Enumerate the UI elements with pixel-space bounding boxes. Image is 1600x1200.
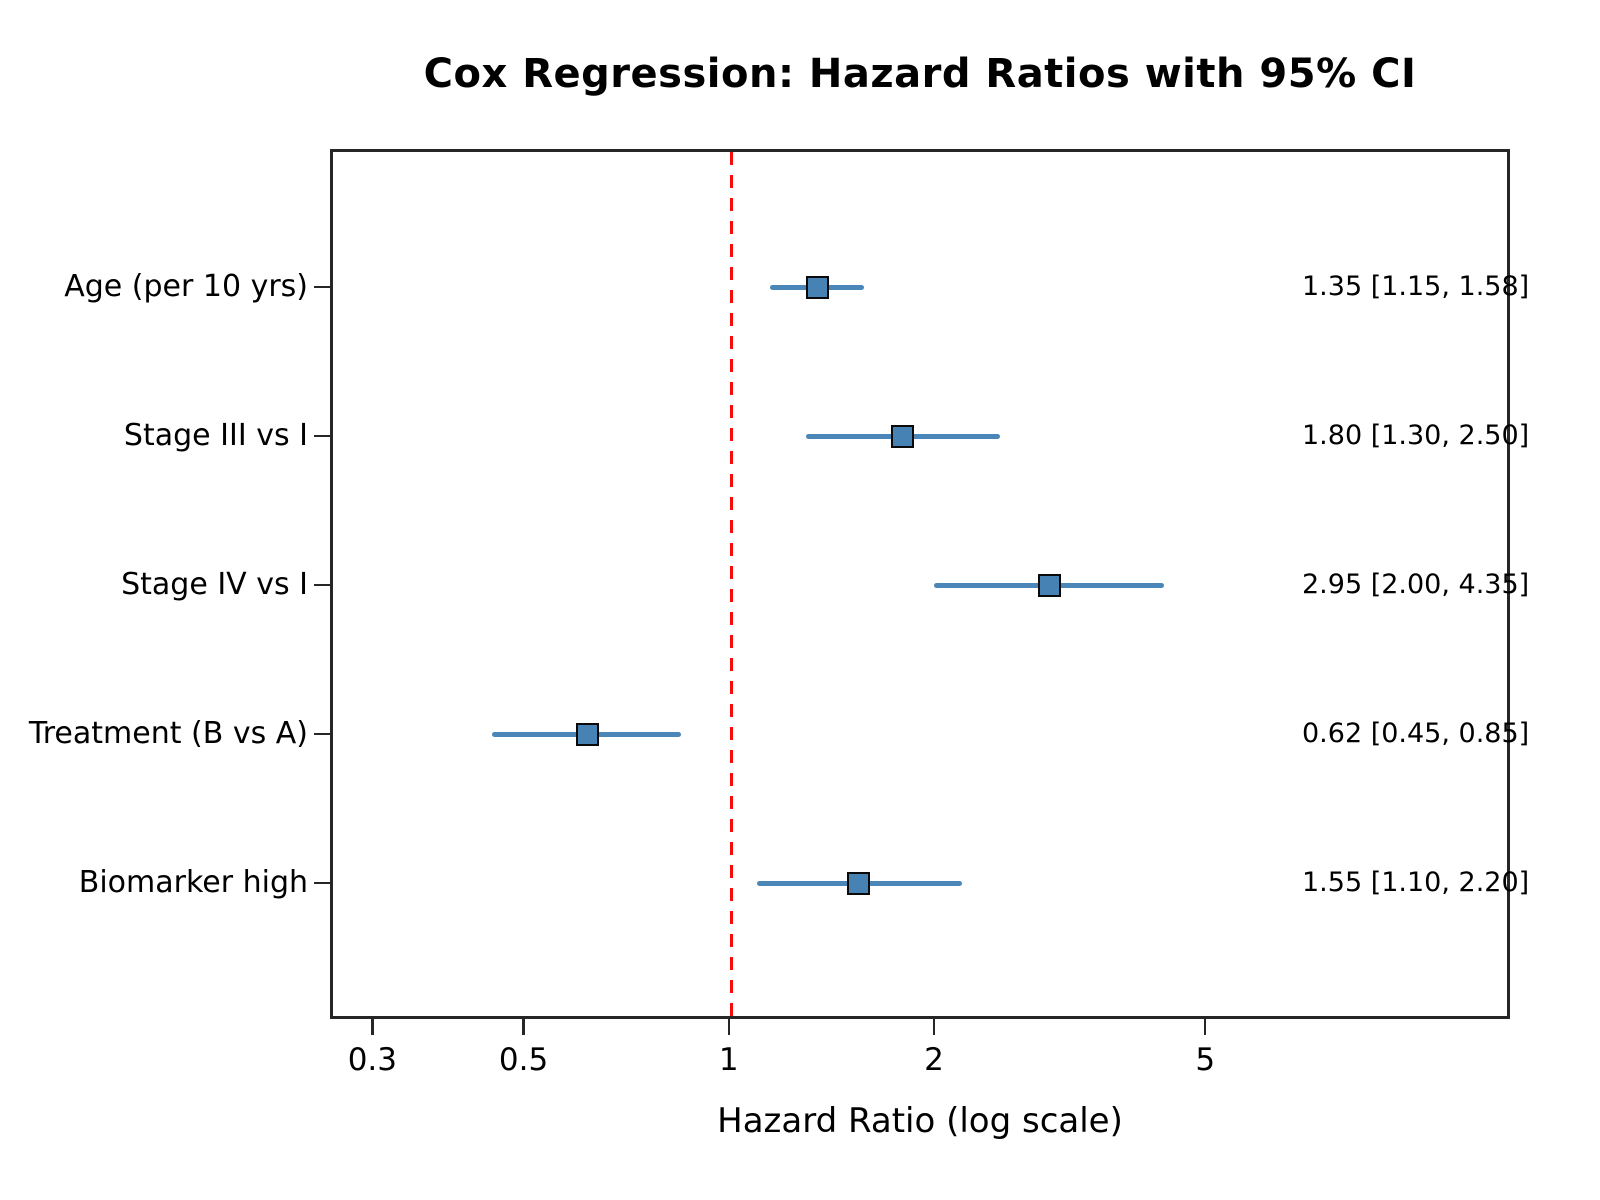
reference-line-hr-1	[730, 152, 734, 1016]
x-axis-tick	[932, 1019, 936, 1035]
x-axis-tick	[1203, 1019, 1207, 1035]
y-axis-label: Age (per 10 yrs)	[64, 269, 308, 304]
x-axis-tick	[727, 1019, 731, 1035]
hr-ci-annotation: 1.55 [1.10, 2.20]	[1302, 867, 1530, 898]
hazard-ratio-marker	[806, 275, 830, 299]
x-axis-tick-label: 1	[718, 1042, 739, 1078]
y-axis-tick	[314, 434, 330, 438]
y-axis-label: Stage III vs I	[123, 418, 308, 453]
hr-ci-annotation: 1.80 [1.30, 2.50]	[1302, 420, 1530, 451]
hazard-ratio-marker	[1037, 573, 1061, 597]
x-axis-tick	[371, 1019, 374, 1035]
y-axis-tick	[314, 285, 330, 289]
hr-ci-annotation: 2.95 [2.00, 4.35]	[1302, 569, 1530, 600]
chart-title: Cox Regression: Hazard Ratios with 95% C…	[423, 51, 1417, 97]
x-axis-tick-label: 0.3	[347, 1042, 398, 1078]
y-axis-tick	[314, 881, 330, 885]
x-axis-title: Hazard Ratio (log scale)	[717, 1101, 1123, 1141]
x-axis-tick	[522, 1019, 525, 1035]
hr-ci-annotation: 0.62 [0.45, 0.85]	[1302, 718, 1530, 749]
hazard-ratio-marker	[575, 722, 599, 746]
hr-ci-annotation: 1.35 [1.15, 1.58]	[1302, 271, 1530, 302]
x-axis-tick-label: 5	[1195, 1042, 1216, 1078]
y-axis-tick	[314, 732, 330, 736]
y-axis-label: Stage IV vs I	[121, 567, 308, 602]
hazard-ratio-marker	[847, 871, 870, 895]
y-axis-tick	[314, 583, 330, 587]
y-axis-label: Treatment (B vs A)	[28, 716, 308, 751]
x-axis-tick-label: 0.5	[498, 1042, 549, 1078]
hazard-ratio-marker	[891, 424, 915, 448]
y-axis-label: Biomarker high	[78, 865, 308, 900]
plot-area	[330, 149, 1510, 1019]
x-axis-tick-label: 2	[924, 1042, 944, 1078]
